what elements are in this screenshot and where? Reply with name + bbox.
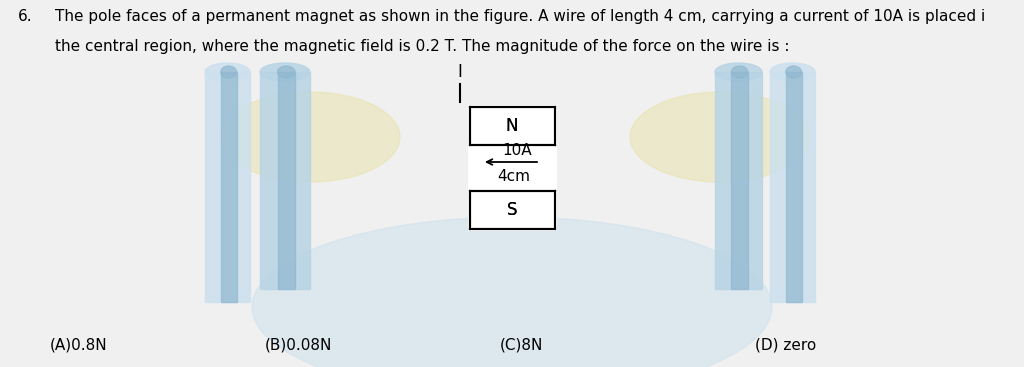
Ellipse shape <box>785 66 802 78</box>
Ellipse shape <box>252 217 772 367</box>
Bar <box>785 72 802 302</box>
Bar <box>260 72 310 289</box>
Ellipse shape <box>278 66 295 78</box>
Text: 10A: 10A <box>502 143 531 158</box>
Bar <box>715 72 762 289</box>
Text: the central region, where the magnetic field is 0.2 T. The magnitude of the forc: the central region, where the magnetic f… <box>55 39 790 54</box>
Ellipse shape <box>260 63 310 81</box>
Ellipse shape <box>770 63 815 81</box>
Text: 6.: 6. <box>18 9 33 24</box>
Ellipse shape <box>715 63 762 81</box>
Text: (A)0.8N: (A)0.8N <box>50 338 108 352</box>
Bar <box>468 105 556 231</box>
Bar <box>770 72 815 302</box>
Text: N: N <box>506 117 518 135</box>
Text: (B)0.08N: (B)0.08N <box>265 338 333 352</box>
Ellipse shape <box>221 66 237 78</box>
Ellipse shape <box>220 92 400 182</box>
Ellipse shape <box>630 92 810 182</box>
Bar <box>221 72 237 302</box>
Ellipse shape <box>205 63 250 81</box>
Ellipse shape <box>731 66 748 78</box>
Text: N: N <box>506 117 518 135</box>
Text: (C)8N: (C)8N <box>500 338 544 352</box>
Text: (D) zero: (D) zero <box>755 338 816 352</box>
Text: The pole faces of a permanent magnet as shown in the figure. A wire of length 4 : The pole faces of a permanent magnet as … <box>55 9 985 24</box>
Text: 4cm: 4cm <box>498 169 530 184</box>
Bar <box>731 72 748 289</box>
Bar <box>205 72 250 302</box>
Text: I: I <box>458 63 463 81</box>
Text: S: S <box>507 201 517 219</box>
Text: S: S <box>507 201 517 219</box>
Bar <box>278 72 295 289</box>
